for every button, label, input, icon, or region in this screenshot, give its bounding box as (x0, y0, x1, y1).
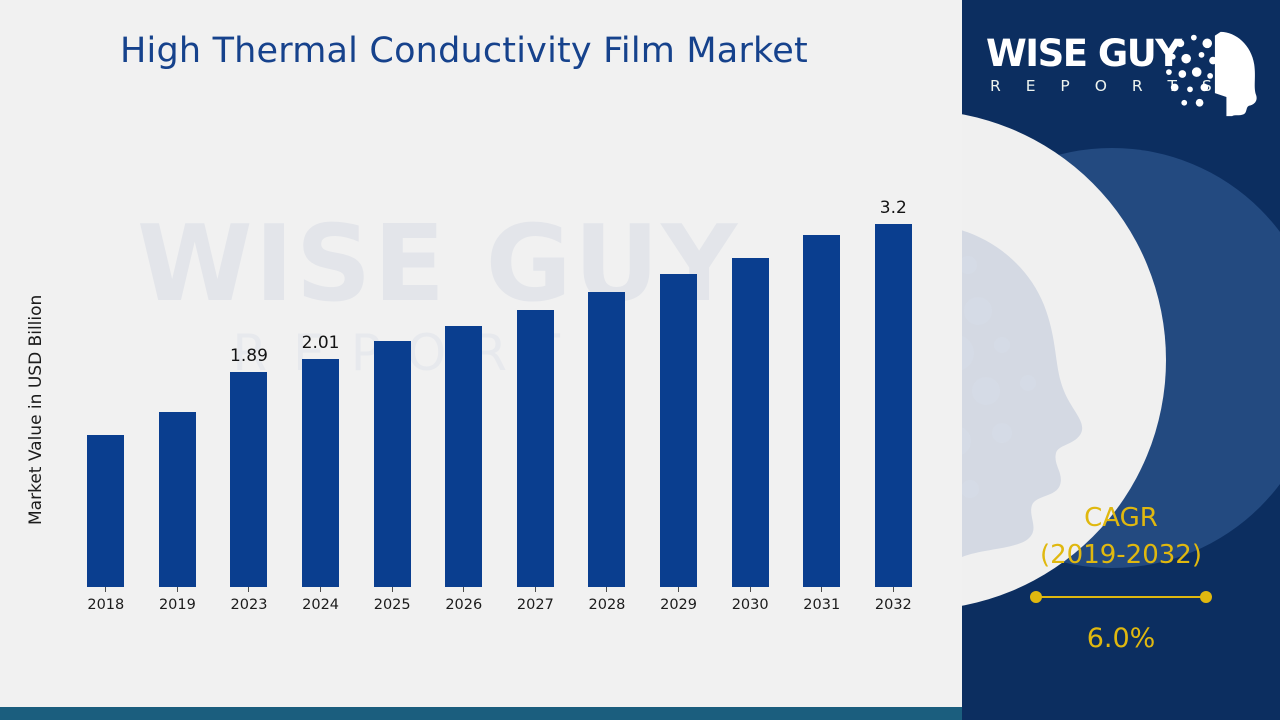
bar[interactable] (230, 372, 268, 587)
x-axis-tick-label: 2030 (731, 597, 769, 613)
plot-area: 1.89 2.01 3.2 (70, 150, 930, 587)
bar-value-label: 1.89 (230, 346, 268, 367)
y-axis-label: Market Value in USD Billion (26, 294, 46, 526)
tick-mark (248, 587, 250, 592)
logo-dotted-head-icon (1166, 31, 1257, 117)
tick-mark (176, 587, 178, 592)
bar[interactable] (803, 235, 841, 587)
x-axis-tick: 2030 (714, 587, 786, 613)
x-axis-ticks: 2018 2019 2023 2024 2025 2026 2027 2028 2029 2030… (70, 587, 930, 613)
cagr-divider (1030, 590, 1212, 603)
bar[interactable] (660, 273, 698, 587)
x-axis-tick-label: 2026 (445, 597, 483, 613)
tick-mark (892, 587, 894, 592)
x-axis-tick-label: 2029 (660, 597, 697, 613)
x-axis-tick-label: 2025 (373, 597, 411, 613)
x-axis-tick-label: 2024 (302, 597, 340, 613)
tick-mark (391, 587, 393, 592)
tick-mark (534, 587, 536, 592)
x-axis-tick-label: 2032 (874, 597, 912, 613)
bar-slot (70, 150, 142, 587)
brand-logo: WISE GUY R E P O R T S (980, 31, 1265, 117)
x-axis-tick: 2025 (356, 587, 428, 613)
bar-value-label: 3.2 (879, 197, 907, 218)
bottom-accent-strip (0, 707, 962, 720)
bar-slot (571, 150, 643, 587)
page-title: High Thermal Conductivity Film Market (120, 31, 808, 71)
x-axis-tick-label: 2027 (516, 597, 554, 613)
cagr-divider-dot-right (1200, 590, 1212, 603)
x-axis-tick: 2031 (786, 587, 858, 613)
x-axis-tick-label: 2019 (158, 597, 196, 613)
bar[interactable] (445, 325, 483, 587)
bar[interactable] (874, 223, 912, 587)
tick-mark (606, 587, 608, 592)
bar[interactable] (373, 340, 411, 587)
bar[interactable] (302, 358, 340, 587)
x-axis-tick: 2023 (213, 587, 285, 613)
cagr-block: CAGR (2019-2032) 6.0% (962, 500, 1280, 654)
bar-slot: 1.89 (213, 150, 285, 587)
brand-logo-wordmark: WISE GUY (986, 32, 1182, 75)
bar-slot (786, 150, 858, 587)
x-axis-tick-label: 2023 (230, 597, 268, 613)
tick-mark (678, 587, 680, 592)
bar[interactable] (87, 434, 125, 587)
bar-slot: 2.01 (285, 150, 357, 587)
brand-logo-subtext: R E P O R T S (990, 77, 1222, 95)
x-axis-tick-label: 2028 (588, 597, 626, 613)
bar[interactable] (158, 412, 196, 587)
bar[interactable] (731, 257, 769, 587)
bar-series: 1.89 2.01 3.2 (70, 150, 930, 587)
x-axis-tick: 2018 (70, 587, 142, 613)
x-axis-tick: 2028 (571, 587, 643, 613)
bar-slot (428, 150, 500, 587)
bar-value-label: 2.01 (301, 332, 340, 353)
cagr-value: 6.0% (1086, 622, 1156, 654)
bar-slot (643, 150, 715, 587)
bar-slot (142, 150, 214, 587)
brand-panel: WISE GUY R E P O R T S CAGR (20 (962, 0, 1280, 720)
cagr-title: CAGR (2019-2032) (962, 500, 1280, 574)
x-axis-tick: 2029 (643, 587, 715, 613)
x-axis-tick: 2024 (285, 587, 357, 613)
tick-mark (105, 587, 107, 592)
x-axis-tick: 2027 (500, 587, 572, 613)
x-axis-tick-label: 2031 (803, 597, 841, 613)
x-axis-tick: 2032 (858, 587, 930, 613)
bar-slot (356, 150, 428, 587)
tick-mark (749, 587, 751, 592)
cagr-title-line-1: CAGR (1084, 503, 1158, 533)
tick-mark (463, 587, 465, 592)
dotted-head-profile-icon (962, 230, 1082, 557)
tick-mark (821, 587, 823, 592)
x-axis-tick-label: 2018 (87, 597, 125, 613)
bar[interactable] (516, 310, 554, 587)
bar-slot (500, 150, 572, 587)
x-axis-tick: 2019 (142, 587, 214, 613)
bar-slot (714, 150, 786, 587)
bar-slot: 3.2 (858, 150, 930, 587)
bar[interactable] (588, 291, 626, 587)
cagr-title-line-2: (2019-2032) (1039, 539, 1202, 570)
tick-mark (320, 587, 322, 592)
x-axis-tick: 2026 (428, 587, 500, 613)
chart-panel: WISE GUY REPORTS High Thermal Conductivi… (0, 31, 962, 720)
cagr-divider-line (1036, 595, 1206, 598)
